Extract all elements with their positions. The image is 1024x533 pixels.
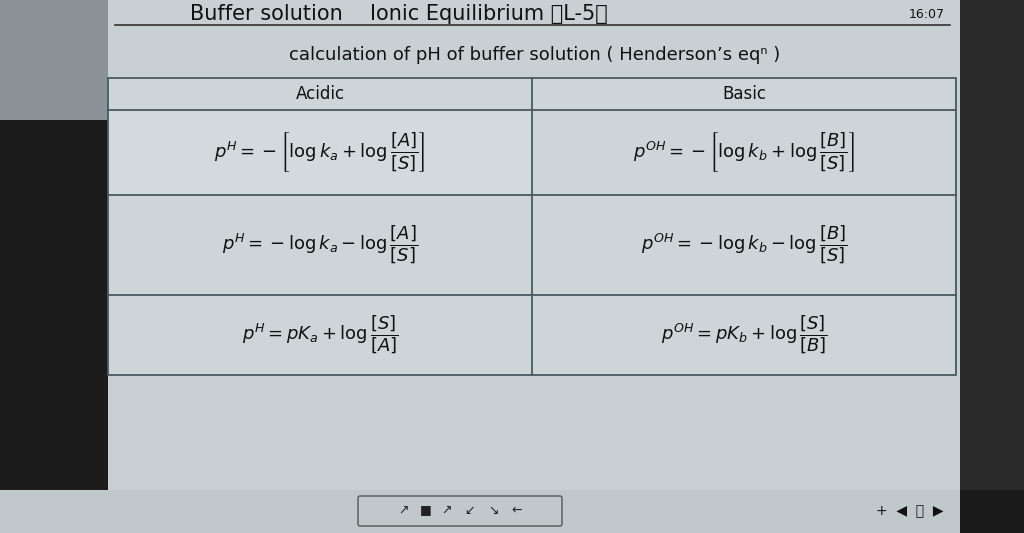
Text: $p^{H} = pK_{a} + \log \dfrac{[S]}{[A]}$: $p^{H} = pK_{a} + \log \dfrac{[S]}{[A]}$ (242, 314, 398, 356)
Text: $p^{H} = -\log k_{a} - \log \dfrac{[A]}{[S]}$: $p^{H} = -\log k_{a} - \log \dfrac{[A]}{… (222, 224, 418, 266)
Text: 16:07: 16:07 (909, 8, 945, 21)
Text: $\nearrow$  $\blacksquare$  $\nearrow$  $\swarrow$  $\searrow$  $\leftarrow$: $\nearrow$ $\blacksquare$ $\nearrow$ $\s… (396, 504, 523, 518)
FancyBboxPatch shape (0, 490, 961, 533)
Text: +  ◀  🔗  ▶: + ◀ 🔗 ▶ (877, 504, 944, 518)
Text: calculation of pH of buffer solution ( Henderson’s eqⁿ ): calculation of pH of buffer solution ( H… (290, 46, 780, 64)
FancyBboxPatch shape (108, 78, 956, 375)
FancyBboxPatch shape (108, 110, 532, 195)
FancyBboxPatch shape (961, 490, 1024, 533)
Text: Buffer solution: Buffer solution (190, 4, 343, 24)
FancyBboxPatch shape (0, 0, 108, 120)
Text: Ionic Equilibrium （L-5）: Ionic Equilibrium （L-5） (370, 4, 608, 24)
Text: Basic: Basic (722, 85, 766, 103)
FancyBboxPatch shape (0, 120, 108, 533)
Text: $p^{OH} = -\log k_{b} - \log \dfrac{[B]}{[S]}$: $p^{OH} = -\log k_{b} - \log \dfrac{[B]}… (641, 224, 847, 266)
FancyBboxPatch shape (108, 0, 961, 78)
Bar (108, 78, 956, 375)
Text: $p^{H} = -\left[\log k_{a} + \log \dfrac{[A]}{[S]}\right]$: $p^{H} = -\left[\log k_{a} + \log \dfrac… (214, 130, 426, 174)
Text: $p^{OH} = pK_{b} + \log \dfrac{[S]}{[B]}$: $p^{OH} = pK_{b} + \log \dfrac{[S]}{[B]}… (660, 314, 827, 356)
Text: Acidic: Acidic (296, 85, 344, 103)
Text: $p^{OH} = -\left[\log k_{b} + \log \dfrac{[B]}{[S]}\right]$: $p^{OH} = -\left[\log k_{b} + \log \dfra… (633, 130, 855, 174)
FancyBboxPatch shape (961, 0, 1024, 533)
